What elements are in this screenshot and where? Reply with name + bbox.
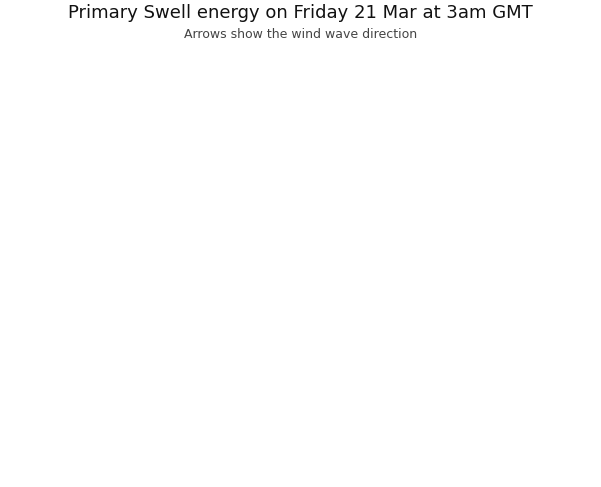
Text: Cartopy required: Cartopy required	[218, 256, 383, 276]
Text: Arrows show the wind wave direction: Arrows show the wind wave direction	[184, 28, 417, 41]
Text: Primary Swell energy on Friday 21 Mar at 3am GMT: Primary Swell energy on Friday 21 Mar at…	[68, 3, 533, 21]
